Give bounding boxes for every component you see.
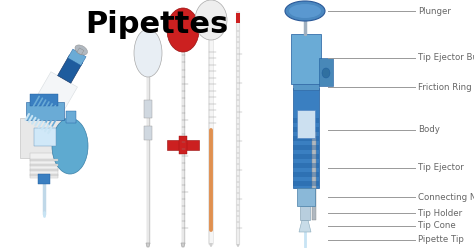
- Bar: [293, 145, 319, 150]
- Polygon shape: [299, 220, 311, 232]
- Text: Pipette Tip: Pipette Tip: [418, 236, 464, 245]
- Text: Friction Ring: Friction Ring: [418, 83, 472, 92]
- Bar: [34, 128, 56, 146]
- Text: Tip Ejector Button: Tip Ejector Button: [418, 54, 474, 62]
- Bar: [30, 159, 58, 161]
- Bar: [312, 132, 316, 220]
- Ellipse shape: [289, 4, 321, 18]
- Bar: [293, 127, 319, 132]
- Bar: [297, 110, 315, 138]
- Text: Pipettes: Pipettes: [85, 10, 228, 39]
- Bar: [297, 188, 315, 206]
- Text: Connecting Nut: Connecting Nut: [418, 192, 474, 201]
- Bar: [293, 136, 319, 141]
- Bar: [167, 140, 199, 150]
- Ellipse shape: [134, 29, 162, 77]
- Polygon shape: [237, 244, 239, 247]
- Polygon shape: [181, 243, 185, 247]
- Bar: [300, 206, 310, 220]
- Bar: [293, 154, 319, 159]
- Bar: [30, 164, 58, 166]
- Ellipse shape: [195, 0, 227, 40]
- Bar: [26, 102, 64, 120]
- Bar: [179, 136, 187, 154]
- Bar: [236, 13, 240, 23]
- Polygon shape: [146, 243, 150, 247]
- Bar: [30, 153, 58, 178]
- Bar: [20, 118, 70, 158]
- Bar: [30, 94, 58, 106]
- Text: Tip Cone: Tip Cone: [418, 221, 456, 230]
- Bar: [38, 174, 50, 184]
- Polygon shape: [209, 243, 213, 247]
- Ellipse shape: [322, 68, 330, 78]
- Bar: [291, 34, 321, 84]
- Bar: [57, 55, 83, 83]
- Ellipse shape: [75, 45, 88, 55]
- Text: Tip Holder: Tip Holder: [418, 209, 462, 217]
- Bar: [319, 58, 333, 86]
- Ellipse shape: [52, 118, 88, 174]
- Bar: [30, 169, 58, 171]
- Bar: [293, 172, 319, 177]
- Bar: [293, 118, 319, 123]
- Bar: [30, 174, 58, 176]
- Bar: [293, 181, 319, 186]
- Text: Tip Ejector: Tip Ejector: [418, 163, 464, 173]
- Bar: [66, 111, 76, 123]
- Ellipse shape: [167, 8, 199, 52]
- Bar: [293, 163, 319, 168]
- Text: Plunger: Plunger: [418, 6, 451, 15]
- Bar: [77, 48, 84, 55]
- Bar: [144, 100, 152, 118]
- Bar: [293, 88, 319, 188]
- Bar: [144, 126, 152, 140]
- Text: Body: Body: [418, 125, 440, 134]
- Bar: [293, 84, 319, 90]
- Ellipse shape: [285, 1, 325, 21]
- Bar: [37, 72, 77, 111]
- Bar: [68, 49, 86, 65]
